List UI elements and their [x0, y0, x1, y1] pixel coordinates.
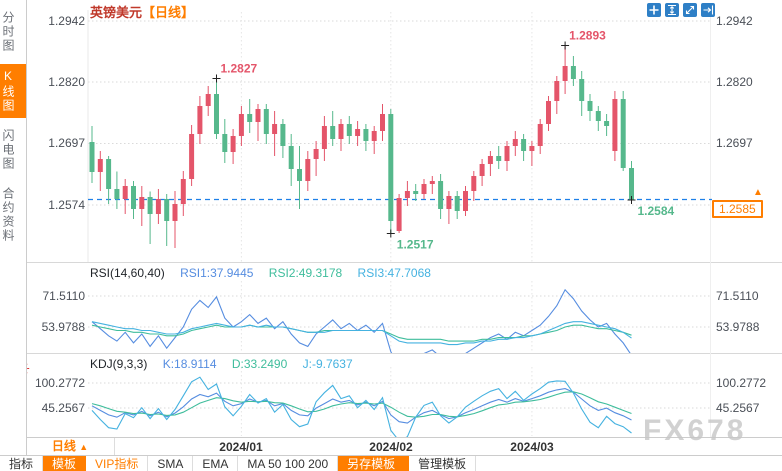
rsi2-value: RSI2:49.3178 [268, 266, 343, 280]
sidebar-item-lightning-chart[interactable]: 闪电图 [1, 129, 15, 171]
kdj-header: KDJ(9,3,3) K:18.9114 D:33.2490 J:-9.7637 [90, 357, 353, 371]
chart-type-sidebar: 分时图 K线图 闪电图 合约资料 [0, 0, 27, 455]
price-axis-label: 1.2697 [716, 136, 753, 150]
current-price-tag: 1.2585 [712, 200, 763, 218]
price-axis-label: 1.2820 [48, 75, 85, 89]
toolbar-item-templates[interactable]: 模板 [43, 456, 87, 471]
date-tick: 2024/03 [510, 440, 554, 454]
rsi-title: RSI(14,60,40) [90, 266, 165, 280]
period-selector[interactable]: 日线 ▲ [26, 438, 115, 456]
toolbar-item-ema[interactable]: EMA [193, 456, 239, 471]
symbol-name: 英镑美元 [90, 5, 143, 20]
sidebar-item-kline-chart[interactable]: K线图 [0, 64, 26, 118]
kdj-k-value: K:18.9114 [162, 357, 217, 371]
kdj-axis-label: 45.2567 [41, 401, 85, 415]
fit-chart-icon[interactable] [683, 3, 697, 17]
price-axis-label: 1.2820 [716, 75, 753, 89]
price-axis-label: 1.2697 [48, 136, 85, 150]
svg-text:1.2893: 1.2893 [569, 29, 606, 43]
kdj-axis-label: 100.2772 [34, 376, 85, 390]
price-tag-arrow-icon: ▲ [753, 187, 763, 198]
svg-text:1.2584: 1.2584 [638, 204, 675, 218]
rsi3-value: RSI3:47.7068 [357, 266, 431, 280]
period-tag: 【日线】 [142, 5, 195, 20]
toolbar-item-sma[interactable]: SMA [148, 456, 194, 471]
kdj-j-value: J:-9.7637 [302, 357, 353, 371]
kdj-d-value: D:33.2490 [231, 357, 288, 371]
fit-vertical-icon[interactable] [665, 3, 679, 17]
period-selector-label: 日线 [51, 439, 76, 453]
kdj-axis-label: 100.2772 [716, 376, 767, 390]
toolbar-item-vip-indicators[interactable]: VIP指标 [86, 456, 149, 471]
kdj-title: KDJ(9,3,3) [90, 357, 148, 371]
sidebar-item-contract-info[interactable]: 合约资料 [1, 187, 15, 243]
rsi-axis-label: 71.5110 [42, 289, 86, 303]
dropdown-arrow-icon: ▲ [79, 442, 89, 452]
toolbar-item-indicators[interactable]: 指标 [0, 456, 44, 471]
date-tick: 2024/02 [369, 440, 413, 454]
toolbar-item-save-template[interactable]: 另存模板 [338, 456, 406, 471]
svg-text:1.2827: 1.2827 [221, 62, 258, 76]
price-axis-label: 1.2574 [48, 198, 85, 212]
time-axis: 日线 ▲ 2024/01 2024/02 2024/03 [0, 437, 782, 456]
price-axis-label: 1.2942 [48, 14, 85, 28]
rsi1-value: RSI1:37.9445 [180, 266, 254, 280]
price-axis-label: 1.2942 [716, 14, 753, 28]
toolbar-item-ma-50-100-200[interactable]: MA 50 100 200 [238, 456, 339, 471]
rsi-axis-label: 53.9788 [41, 320, 85, 334]
shift-right-icon[interactable] [701, 3, 715, 17]
sidebar-item-timeshare-chart[interactable]: 分时图 [1, 11, 15, 53]
bottom-toolbar: 指标 模板 VIP指标 SMA EMA MA 50 100 200 另存模板 管… [0, 455, 782, 471]
rsi-axis-label: 53.9788 [716, 320, 760, 334]
kdj-axis-label: 45.2567 [716, 401, 760, 415]
rsi-header: RSI(14,60,40) RSI1:37.9445 RSI2:49.3178 … [90, 266, 431, 280]
svg-text:1.2517: 1.2517 [397, 238, 434, 252]
rsi-axis-label: 71.5110 [716, 289, 759, 303]
toolbar-filler [476, 456, 782, 471]
pan-icon[interactable] [647, 3, 661, 17]
date-tick: 2024/01 [219, 440, 263, 454]
toolbar-item-manage-template[interactable]: 管理模板 [405, 456, 477, 471]
chart-tools [647, 3, 715, 17]
chart-title: 英镑美元【日线】 [90, 2, 194, 21]
